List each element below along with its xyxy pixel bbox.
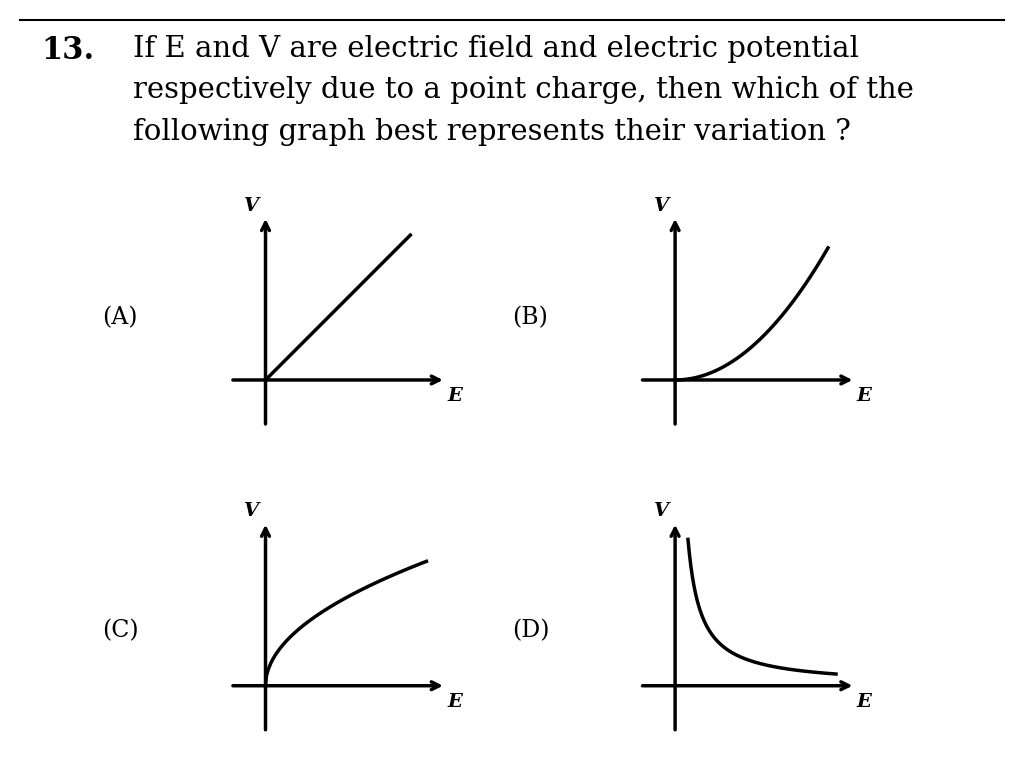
Text: (B): (B) [512,306,548,329]
Text: (D): (D) [512,619,550,643]
Text: V: V [244,503,259,521]
Text: V: V [653,503,669,521]
Text: (C): (C) [102,619,139,643]
Text: E: E [857,693,871,711]
Text: 13.: 13. [41,35,94,67]
Text: V: V [244,197,259,215]
Text: (A): (A) [102,306,138,329]
Text: If E and V are electric field and electric potential
respectively due to a point: If E and V are electric field and electr… [133,35,914,146]
Text: E: E [447,693,462,711]
Text: E: E [857,387,871,405]
Text: V: V [653,197,669,215]
Text: E: E [447,387,462,405]
